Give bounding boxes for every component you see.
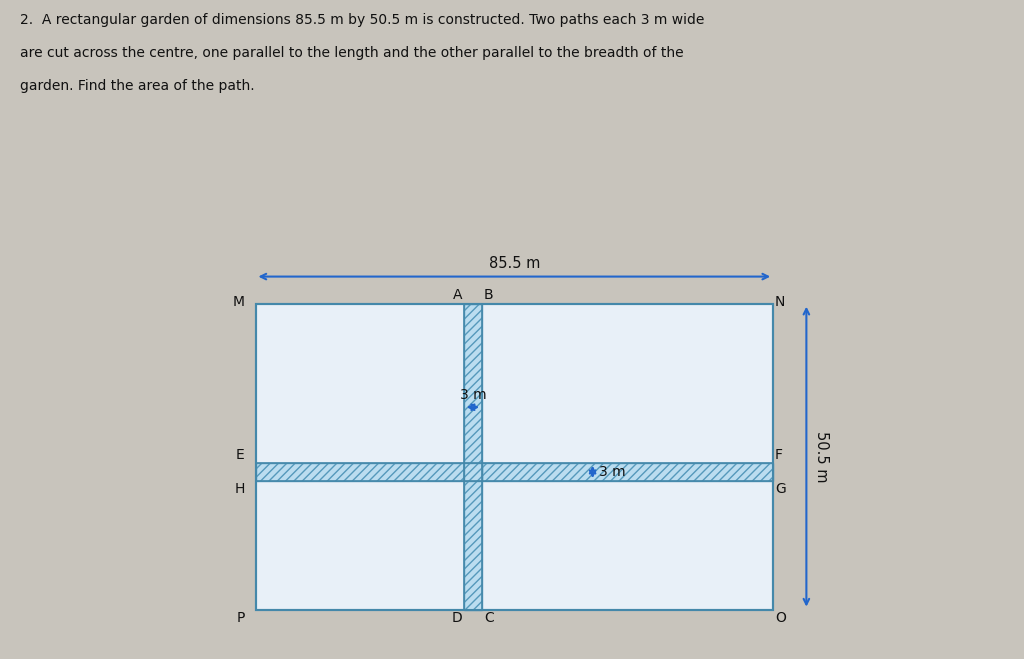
Text: D: D	[452, 612, 462, 625]
Text: M: M	[232, 295, 245, 309]
Bar	[256, 304, 773, 610]
Bar	[464, 304, 482, 610]
Bar	[256, 463, 773, 481]
Text: N: N	[775, 295, 785, 309]
Text: P: P	[237, 612, 245, 625]
Text: 50.5 m: 50.5 m	[814, 431, 828, 482]
Text: C: C	[483, 612, 494, 625]
Text: 3 m: 3 m	[460, 388, 486, 403]
Bar	[256, 304, 773, 610]
Text: B: B	[483, 288, 494, 302]
Text: A: A	[453, 288, 462, 302]
Text: E: E	[236, 447, 245, 462]
Text: G: G	[775, 482, 785, 496]
Bar	[464, 463, 482, 481]
Text: garden. Find the area of the path.: garden. Find the area of the path.	[20, 79, 255, 93]
Text: H: H	[234, 482, 245, 496]
Text: are cut across the centre, one parallel to the length and the other parallel to : are cut across the centre, one parallel …	[20, 46, 684, 60]
Text: 3 m: 3 m	[599, 465, 626, 479]
Text: F: F	[775, 447, 783, 462]
Text: 2.  A rectangular garden of dimensions 85.5 m by 50.5 m is constructed. Two path: 2. A rectangular garden of dimensions 85…	[20, 13, 705, 27]
Text: O: O	[775, 612, 785, 625]
Text: 85.5 m: 85.5 m	[488, 256, 540, 271]
